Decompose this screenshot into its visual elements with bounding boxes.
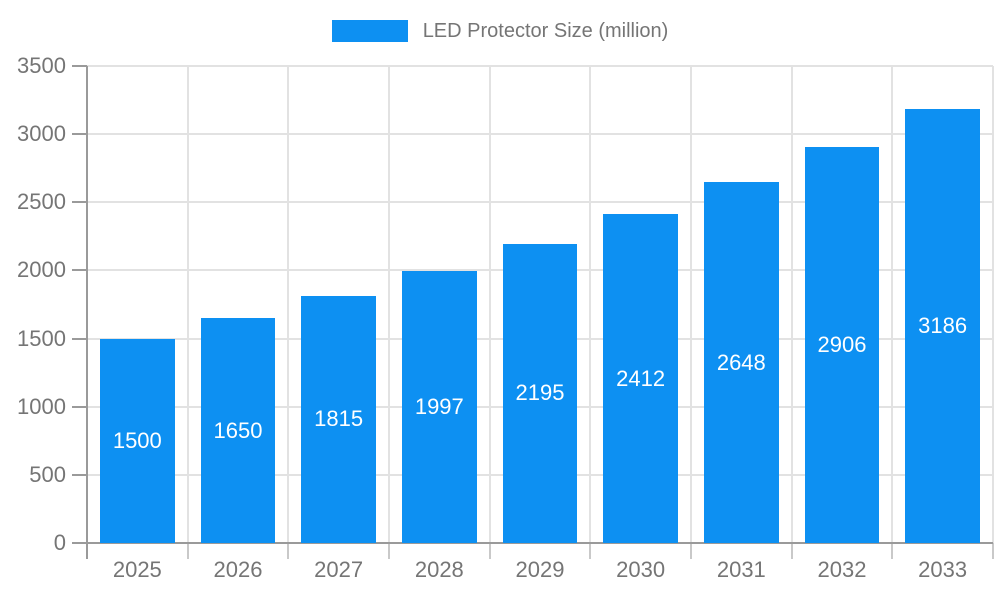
x-axis-category-label: 2032 bbox=[817, 557, 867, 582]
x-axis-tick bbox=[689, 543, 692, 559]
x-axis-category-label: 2025 bbox=[112, 557, 162, 582]
x-axis-category-label: 2028 bbox=[414, 557, 464, 582]
bar-2033[interactable]: 3186 bbox=[905, 108, 980, 543]
bar-2028[interactable]: 1997 bbox=[402, 270, 477, 543]
x-axis-category-label: 2033 bbox=[918, 557, 968, 582]
x-axis-tick bbox=[287, 543, 290, 559]
bar-value-label: 2906 bbox=[817, 331, 867, 357]
y-axis-tick bbox=[72, 405, 87, 408]
x-axis-tick bbox=[488, 543, 491, 559]
bar-value-label: 1650 bbox=[213, 417, 263, 443]
legend-item[interactable]: LED Protector Size (million) bbox=[0, 16, 1000, 46]
bar-value-label: 1815 bbox=[314, 406, 364, 432]
bar-2030[interactable]: 2412 bbox=[603, 214, 678, 543]
bar-value-label: 1997 bbox=[414, 393, 464, 419]
x-axis-tick bbox=[387, 543, 390, 559]
bar-2031[interactable]: 2648 bbox=[704, 182, 779, 543]
gridline-vertical bbox=[891, 66, 894, 543]
x-axis-tick bbox=[992, 543, 994, 559]
bar-value-label: 1500 bbox=[112, 427, 162, 453]
x-axis-category-label: 2027 bbox=[314, 557, 364, 582]
x-axis-category-label: 2026 bbox=[213, 557, 263, 582]
y-axis-tick-label: 1500 bbox=[17, 325, 66, 351]
bar-2025[interactable]: 1500 bbox=[100, 338, 175, 543]
bar-2026[interactable]: 1650 bbox=[200, 318, 276, 543]
bar-value-label: 3186 bbox=[918, 312, 968, 338]
bar-value-label: 2195 bbox=[515, 380, 565, 406]
y-axis-line bbox=[86, 66, 88, 559]
y-axis-tick-label: 0 bbox=[53, 530, 66, 555]
y-axis-tick-label: 2500 bbox=[17, 189, 66, 215]
y-axis-tick bbox=[72, 473, 87, 476]
x-axis-tick bbox=[186, 543, 189, 559]
x-axis-tick bbox=[589, 543, 592, 559]
y-axis-tick-label: 2000 bbox=[17, 257, 66, 283]
y-axis-tick bbox=[72, 65, 87, 67]
gridline-vertical bbox=[589, 66, 592, 543]
x-axis-category-label: 2030 bbox=[616, 557, 666, 582]
bar-value-label: 2412 bbox=[616, 365, 666, 391]
bar-2029[interactable]: 2195 bbox=[502, 243, 578, 543]
gridline-vertical bbox=[689, 66, 692, 543]
x-axis-tick bbox=[790, 543, 793, 559]
gridline-vertical bbox=[790, 66, 793, 543]
x-axis-line bbox=[72, 542, 993, 544]
gridline-horizontal bbox=[87, 65, 993, 67]
bar-2032[interactable]: 2906 bbox=[804, 146, 880, 543]
gridline-horizontal bbox=[87, 133, 993, 136]
y-axis-tick-label: 3500 bbox=[17, 53, 66, 78]
gridline-vertical bbox=[387, 66, 390, 543]
gridline-vertical bbox=[186, 66, 189, 543]
gridline-vertical bbox=[488, 66, 491, 543]
y-axis-tick-label: 1000 bbox=[17, 393, 66, 419]
y-axis-tick bbox=[72, 542, 87, 544]
y-axis-tick-label: 500 bbox=[29, 461, 66, 487]
x-axis-category-label: 2031 bbox=[716, 557, 766, 582]
y-axis-tick bbox=[72, 201, 87, 204]
bar-2027[interactable]: 1815 bbox=[301, 295, 376, 543]
gridline-vertical bbox=[992, 66, 994, 543]
y-axis-tick bbox=[72, 133, 87, 136]
x-axis-category-label: 2029 bbox=[515, 557, 565, 582]
gridline-vertical bbox=[287, 66, 290, 543]
y-axis-tick bbox=[72, 337, 87, 340]
bar-value-label: 2648 bbox=[716, 349, 766, 375]
gridline-horizontal bbox=[87, 201, 993, 204]
legend-label: LED Protector Size (million) bbox=[422, 19, 669, 42]
x-axis-tick bbox=[891, 543, 894, 559]
y-axis-tick-label: 3000 bbox=[17, 121, 66, 147]
legend-swatch bbox=[331, 20, 408, 42]
y-axis-tick bbox=[72, 269, 87, 272]
plot-area: 0 500 1000 1500 2000 2500 3000 3500 1500 2025 1650… bbox=[17, 53, 994, 582]
